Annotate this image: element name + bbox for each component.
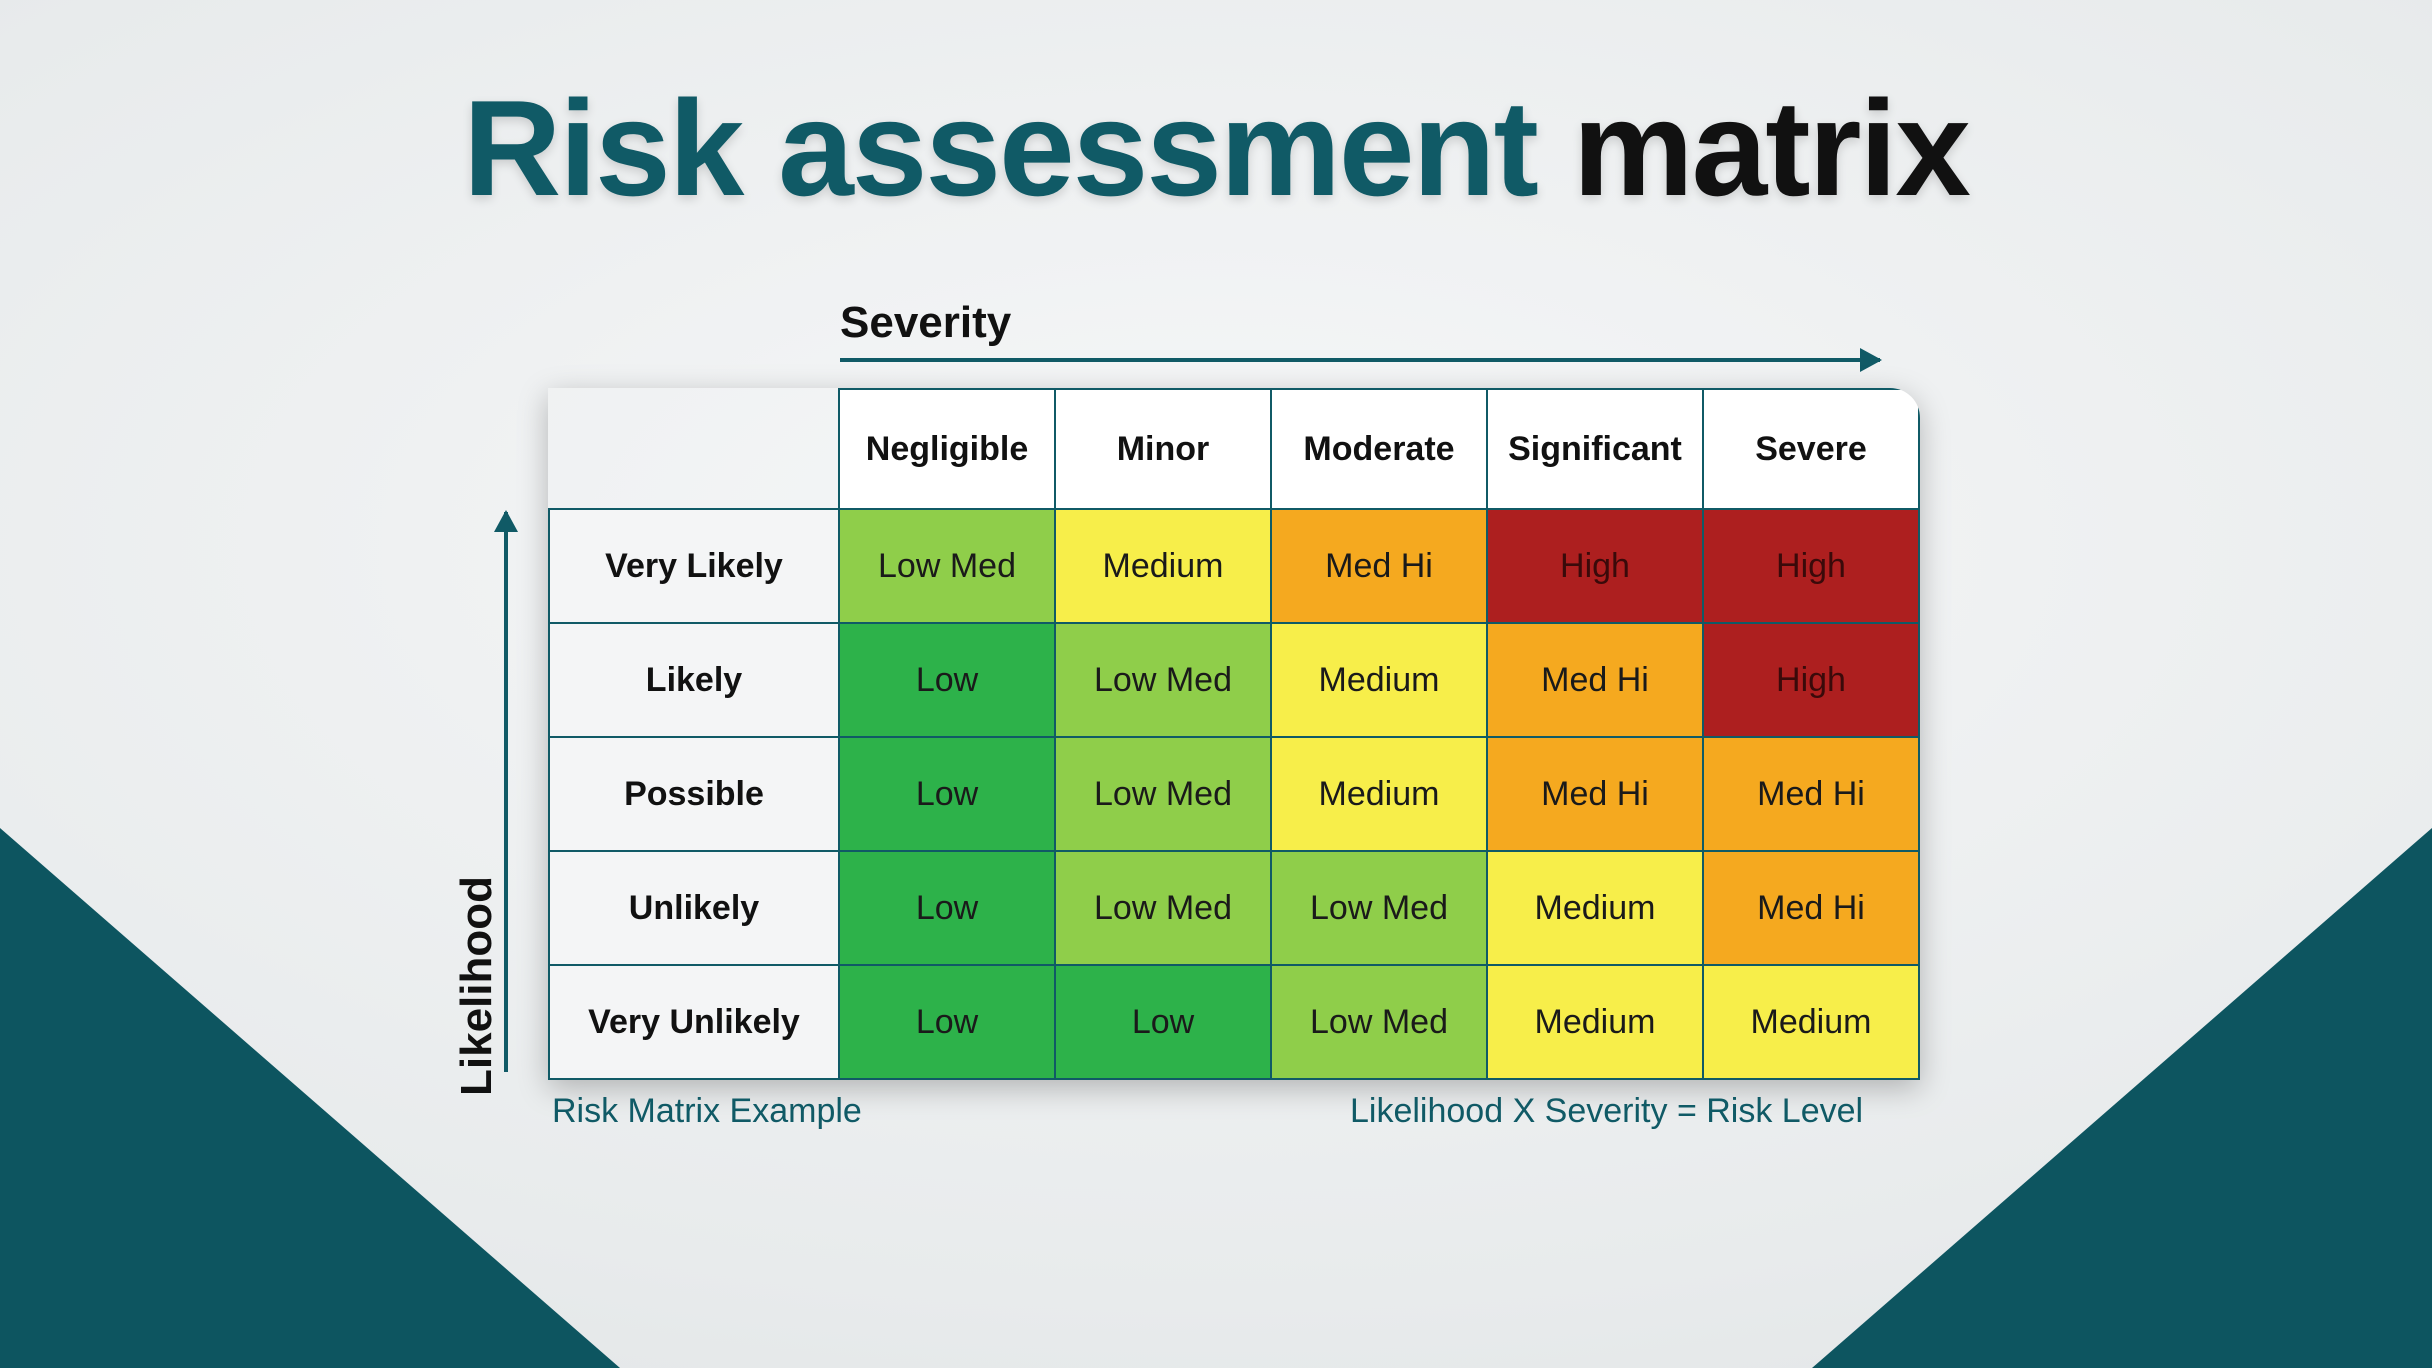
- title-part-1: Risk assessment: [463, 72, 1537, 224]
- matrix-row: Very Likely Low Med Medium Med Hi High H…: [549, 509, 1919, 623]
- risk-cell: Med Hi: [1703, 737, 1919, 851]
- risk-cell: Low Med: [1055, 737, 1271, 851]
- likelihood-header: Likely: [549, 623, 839, 737]
- risk-cell: Medium: [1487, 965, 1703, 1079]
- matrix-body: Very Likely Low Med Medium Med Hi High H…: [549, 509, 1919, 1079]
- matrix-row: Likely Low Low Med Medium Med Hi High: [549, 623, 1919, 737]
- severity-header: Minor: [1055, 389, 1271, 509]
- title-part-2: matrix: [1573, 72, 1969, 224]
- risk-cell: Med Hi: [1487, 737, 1703, 851]
- page-title: Risk assessment matrix: [0, 70, 2432, 226]
- likelihood-header: Very Likely: [549, 509, 839, 623]
- decorative-corner-bl: [0, 828, 620, 1368]
- likelihood-header: Unlikely: [549, 851, 839, 965]
- risk-cell: Low Med: [839, 509, 1055, 623]
- severity-header: Moderate: [1271, 389, 1487, 509]
- severity-header: Negligible: [839, 389, 1055, 509]
- matrix-row: Very Unlikely Low Low Low Med Medium Med…: [549, 965, 1919, 1079]
- severity-header: Significant: [1487, 389, 1703, 509]
- risk-cell: Low: [839, 737, 1055, 851]
- risk-cell: Low: [839, 851, 1055, 965]
- matrix-row: Possible Low Low Med Medium Med Hi Med H…: [549, 737, 1919, 851]
- risk-matrix-slide: Risk assessment matrix Severity Likeliho…: [0, 0, 2432, 1368]
- risk-cell: High: [1703, 623, 1919, 737]
- x-axis-arrow: [840, 358, 1880, 362]
- risk-cell: Medium: [1055, 509, 1271, 623]
- matrix-row: Unlikely Low Low Med Low Med Medium Med …: [549, 851, 1919, 965]
- risk-cell: Medium: [1703, 965, 1919, 1079]
- risk-cell: Low Med: [1271, 965, 1487, 1079]
- risk-cell: Medium: [1487, 851, 1703, 965]
- risk-cell: Low Med: [1055, 851, 1271, 965]
- risk-cell: Low Med: [1055, 623, 1271, 737]
- risk-cell: Med Hi: [1487, 623, 1703, 737]
- severity-header: Severe: [1703, 389, 1919, 509]
- y-axis-arrow: [504, 512, 508, 1072]
- severity-header-row: Negligible Minor Moderate Significant Se…: [549, 389, 1919, 509]
- likelihood-header: Very Unlikely: [549, 965, 839, 1079]
- risk-matrix-table: Negligible Minor Moderate Significant Se…: [548, 388, 1920, 1080]
- risk-cell: Low: [1055, 965, 1271, 1079]
- risk-cell: Med Hi: [1271, 509, 1487, 623]
- caption-left: Risk Matrix Example: [552, 1092, 862, 1131]
- risk-cell: Med Hi: [1703, 851, 1919, 965]
- risk-cell: Medium: [1271, 737, 1487, 851]
- header-blank-cell: [549, 389, 839, 509]
- y-axis-label: Likelihood: [452, 876, 502, 1096]
- risk-cell: High: [1703, 509, 1919, 623]
- caption-right: Likelihood X Severity = Risk Level: [1350, 1092, 1863, 1131]
- risk-cell: Low Med: [1271, 851, 1487, 965]
- risk-cell: Low: [839, 965, 1055, 1079]
- x-axis-label: Severity: [840, 298, 1011, 348]
- risk-cell: High: [1487, 509, 1703, 623]
- likelihood-header: Possible: [549, 737, 839, 851]
- risk-cell: Low: [839, 623, 1055, 737]
- risk-cell: Medium: [1271, 623, 1487, 737]
